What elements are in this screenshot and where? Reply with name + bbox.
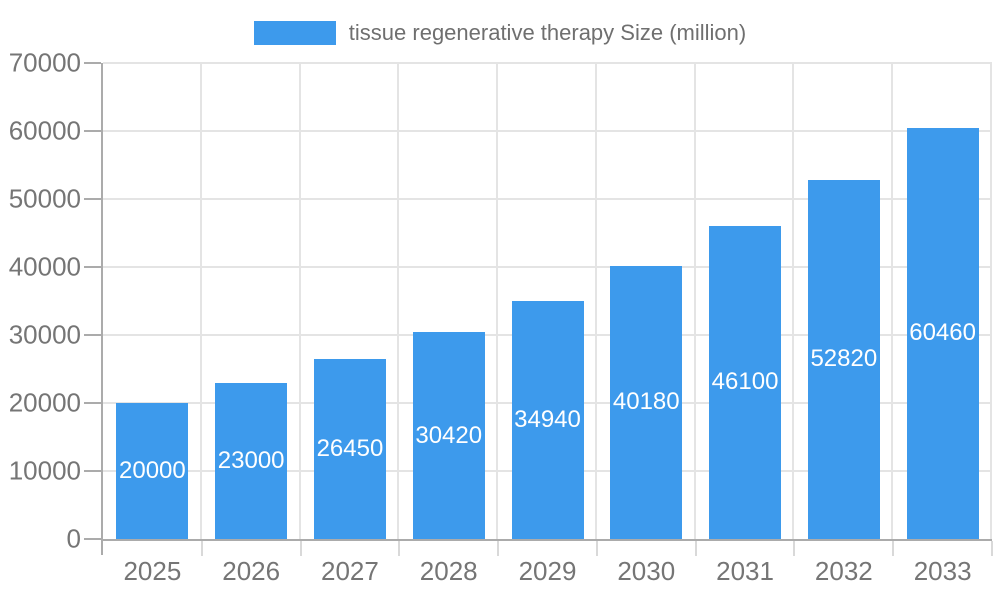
gridline-vertical [693, 63, 696, 539]
gridline-horizontal [103, 266, 992, 268]
x-tick [793, 541, 796, 556]
bar-value-label: 52820 [810, 345, 878, 373]
y-tick [84, 130, 101, 132]
gridline-vertical [397, 63, 400, 539]
x-tick-label: 2026 [222, 556, 281, 586]
y-tick-label: 40000 [8, 251, 81, 282]
legend: tissue regenerative therapy Size (millio… [0, 8, 1000, 58]
y-axis-ticks [84, 62, 101, 540]
y-tick-label: 10000 [8, 455, 81, 486]
gridline-horizontal [103, 130, 992, 132]
bar-value-label: 23000 [217, 446, 285, 474]
x-tick [991, 541, 993, 556]
x-tick-label: 2028 [419, 556, 478, 586]
x-tick-label: 2029 [518, 556, 577, 586]
gridline-vertical [594, 63, 597, 539]
gridline-vertical [792, 63, 795, 539]
x-tick [694, 541, 697, 556]
plot-area: 20000 23000 26450 30420 34940 40180 46100 52820… [101, 62, 992, 541]
y-tick [84, 266, 101, 268]
gridline-horizontal [103, 198, 992, 200]
x-tick-label: 2032 [814, 556, 873, 586]
legend-label: tissue regenerative therapy Size (millio… [348, 20, 747, 45]
gridline-vertical [496, 63, 499, 539]
bar[interactable]: 20000 [116, 403, 189, 539]
y-tick [84, 470, 101, 472]
legend-item[interactable]: tissue regenerative therapy Size (millio… [253, 20, 747, 46]
x-axis-ticks [103, 541, 993, 556]
y-tick [84, 402, 101, 404]
x-tick [398, 541, 401, 556]
y-tick-label: 30000 [8, 319, 81, 350]
bar-value-label: 30420 [415, 421, 483, 449]
gridline-horizontal [103, 62, 992, 64]
y-axis-labels: 0 10000 20000 30000 40000 50000 60000 70000 [0, 48, 81, 554]
x-tick [497, 541, 500, 556]
bar[interactable]: 30420 [412, 332, 485, 539]
x-tick-label: 2030 [617, 556, 676, 586]
bar-value-label: 20000 [119, 457, 186, 484]
x-tick-label: 2033 [913, 556, 972, 586]
x-tick-label: 2031 [716, 556, 774, 586]
bar-value-label: 40180 [612, 388, 680, 416]
bar[interactable]: 34940 [511, 301, 584, 539]
legend-swatch-icon [253, 21, 336, 45]
y-tick [84, 198, 101, 200]
bar-value-label: 34940 [514, 406, 581, 434]
x-tick [299, 541, 302, 556]
x-axis-labels: 2025 2026 2027 2028 2029 2030 2031 2032 2033 [103, 556, 992, 588]
bar-value-label: 26450 [316, 435, 384, 463]
y-tick-label: 70000 [8, 47, 81, 78]
y-tick-label: 60000 [8, 115, 81, 146]
y-tick-label: 20000 [8, 387, 81, 418]
bar[interactable]: 46100 [709, 225, 782, 539]
y-tick-label: 50000 [8, 183, 81, 214]
bar-value-label: 46100 [711, 368, 779, 396]
x-tick-label: 2027 [321, 556, 379, 586]
bar[interactable]: 52820 [807, 179, 880, 539]
y-tick [84, 62, 101, 64]
x-tick [892, 541, 895, 556]
gridline-vertical [990, 63, 992, 539]
bar[interactable]: 60460 [906, 127, 979, 539]
x-tick-label: 2025 [123, 556, 182, 586]
y-tick [84, 334, 101, 336]
x-tick [200, 541, 203, 556]
bar-value-label: 60460 [909, 319, 976, 347]
gridline-vertical [199, 63, 202, 539]
bar[interactable]: 23000 [215, 382, 288, 539]
y-axis-extension [101, 541, 103, 555]
x-tick [595, 541, 598, 556]
bar[interactable]: 26450 [313, 359, 386, 539]
gridline-vertical [298, 63, 301, 539]
bar[interactable]: 40180 [610, 265, 683, 539]
gridline-vertical [891, 63, 894, 539]
y-tick [84, 538, 101, 540]
y-tick-label: 0 [66, 523, 81, 554]
